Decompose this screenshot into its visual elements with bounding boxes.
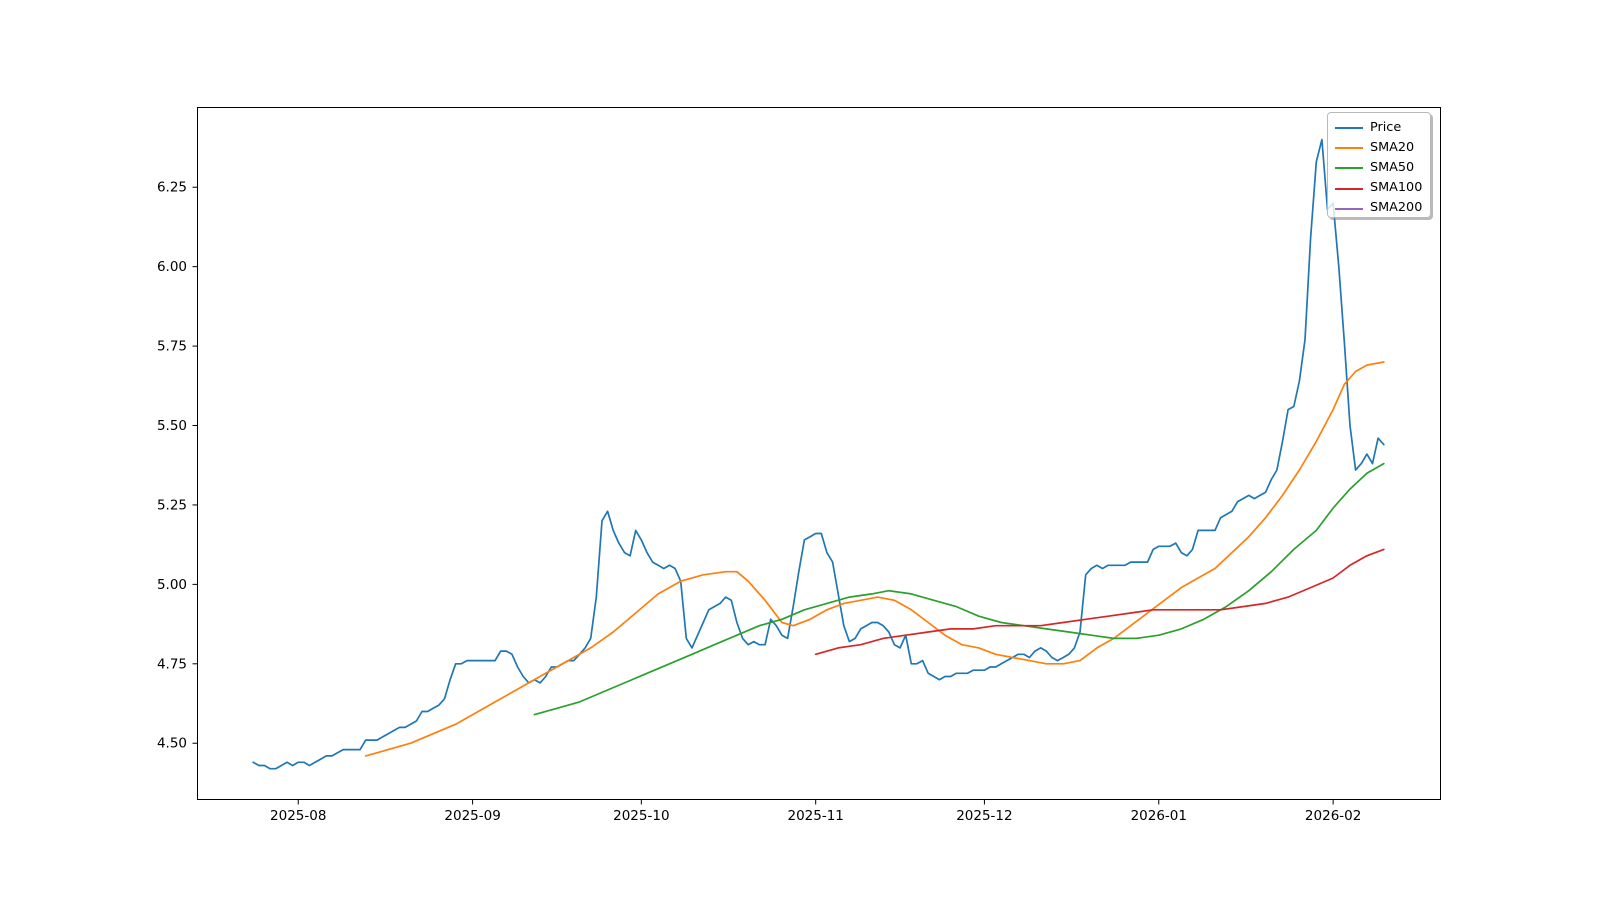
legend-row-sma100: SMA100: [1335, 179, 1430, 199]
y-tick-label: 5.75: [157, 339, 187, 355]
y-tick-label: 4.50: [157, 736, 187, 752]
legend-label-sma100: SMA100: [1370, 180, 1423, 196]
x-tick-label: 2026-02: [1305, 808, 1361, 824]
y-tick-label: 5.25: [157, 497, 187, 513]
series-line-sma20: [364, 361, 1385, 757]
legend-label-sma200: SMA200: [1370, 200, 1423, 216]
series-line-sma100: [814, 548, 1385, 656]
sma200-line-sample: [1335, 207, 1363, 210]
legend-row-sma20: SMA20: [1335, 138, 1430, 158]
series-line-price: [252, 138, 1385, 770]
legend-row-sma200: SMA200: [1335, 199, 1430, 219]
x-tick-label: 2026-01: [1131, 808, 1187, 824]
y-tick-label: 5.50: [157, 418, 187, 434]
y-tick-label: 4.75: [157, 656, 187, 672]
sma20-line-sample: [1335, 147, 1363, 150]
x-tick-label: 2025-10: [613, 808, 669, 824]
legend: Price SMA20 SMA50 SMA100 SMA200: [1327, 112, 1431, 218]
sma100-line-sample: [1335, 187, 1363, 190]
x-tick-label: 2025-11: [787, 808, 843, 824]
legend-label-sma50: SMA50: [1370, 160, 1415, 176]
series-line-sma50: [533, 462, 1385, 716]
legend-label-sma20: SMA20: [1370, 139, 1415, 155]
x-tick-label: 2025-12: [956, 808, 1012, 824]
price-line-sample: [1335, 127, 1363, 130]
y-tick-label: 6.25: [157, 180, 187, 196]
x-tick-label: 2025-09: [444, 808, 500, 824]
legend-row-price: Price: [1335, 118, 1430, 138]
axes-frame: [197, 107, 1441, 800]
sma50-line-sample: [1335, 167, 1363, 170]
legend-label-price: Price: [1370, 119, 1402, 135]
y-tick-label: 5.00: [157, 577, 187, 593]
x-tick-label: 2025-08: [270, 808, 326, 824]
y-tick-label: 6.00: [157, 259, 187, 275]
legend-row-sma50: SMA50: [1335, 158, 1430, 178]
